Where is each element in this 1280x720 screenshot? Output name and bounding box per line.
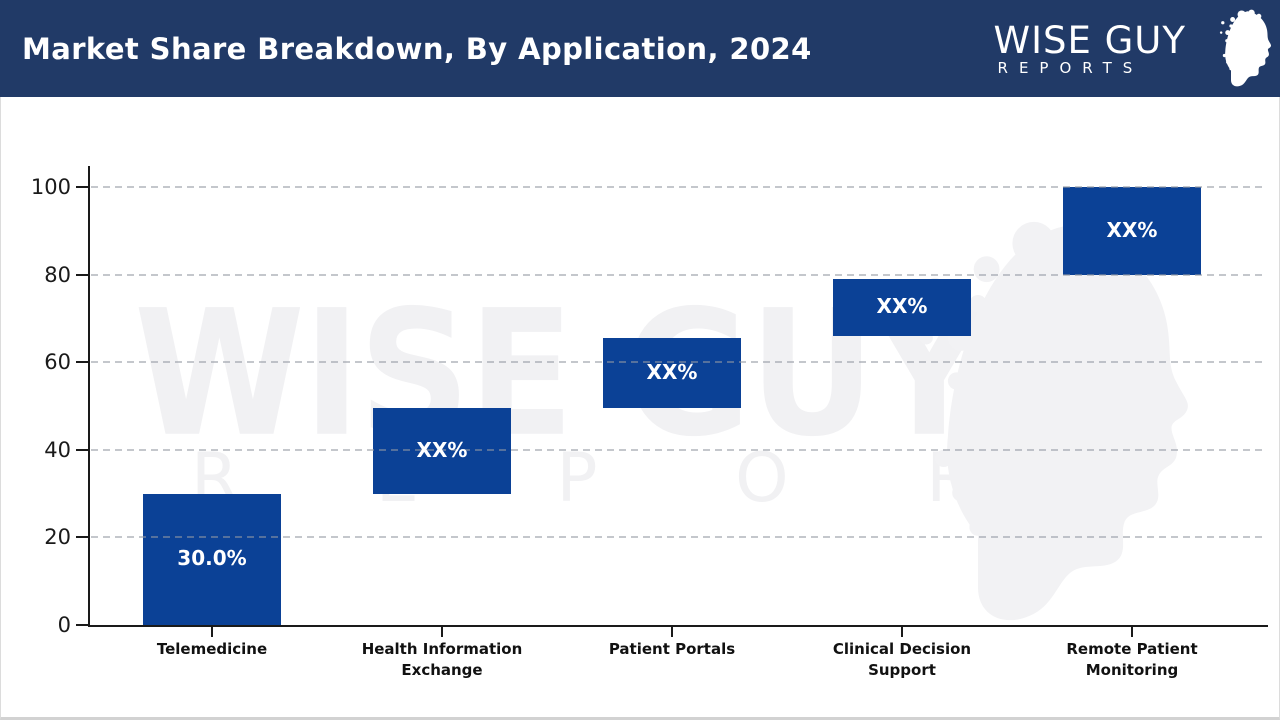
x-tick-label-0: Telemedicine	[156, 640, 268, 658]
bar-0	[143, 493, 281, 625]
gridline-40	[91, 448, 1267, 451]
y-tick-40	[76, 448, 89, 451]
y-tick-label-60: 60	[44, 350, 71, 375]
bar-value-label-4: XX%	[1106, 217, 1158, 242]
y-tick-0	[76, 624, 89, 626]
gridline-80	[91, 273, 1267, 276]
wiseguy-logo: WISE GUY REPORTS	[994, 0, 1272, 97]
logo-subtext: REPORTS	[997, 58, 1144, 77]
y-tick-label-0: 0	[57, 613, 71, 637]
y-axis-line	[88, 166, 90, 627]
chart-area: WISE GUY R E P O R T S 0 20 40 60 80 100 30.0%…	[0, 97, 1280, 720]
bar-value-label-0: 30.0%	[177, 546, 247, 571]
x-tick-1	[441, 627, 443, 637]
y-tick-label-20: 20	[44, 525, 71, 550]
x-axis-line	[88, 625, 1268, 627]
y-tick-60	[76, 361, 89, 364]
gridline-20	[91, 536, 1267, 539]
x-tick-label-1: Health Information Exchange	[361, 640, 523, 679]
gridline-60	[91, 361, 1267, 364]
x-tick-0	[211, 627, 213, 637]
y-tick-100	[76, 186, 89, 188]
header-bar: Market Share Breakdown, By Application, …	[0, 0, 1280, 97]
bar-value-label-1: XX%	[416, 437, 468, 462]
y-tick-label-40: 40	[44, 437, 71, 462]
y-tick-label-100: 100	[30, 175, 71, 199]
x-tick-2	[671, 627, 673, 637]
x-tick-4	[1131, 627, 1133, 637]
y-tick-20	[76, 536, 89, 539]
chart-title: Market Share Breakdown, By Application, …	[22, 31, 812, 66]
y-tick-80	[76, 273, 89, 276]
x-tick-label-3: Clinical Decision Support	[832, 640, 972, 679]
gridline-100	[91, 186, 1267, 188]
bar-2	[603, 338, 741, 409]
logo-wordmark: WISE GUY	[993, 18, 1186, 62]
x-tick-3	[901, 627, 903, 637]
y-tick-label-80: 80	[44, 262, 71, 287]
bar-value-label-2: XX%	[646, 360, 698, 385]
logo-text: WISE GUY REPORTS	[994, 22, 1186, 76]
bar-value-label-3: XX%	[876, 294, 928, 319]
x-tick-label-4: Remote Patient Monitoring	[1066, 640, 1198, 679]
bar-1	[373, 408, 511, 494]
x-tick-label-2: Patient Portals	[608, 640, 736, 658]
